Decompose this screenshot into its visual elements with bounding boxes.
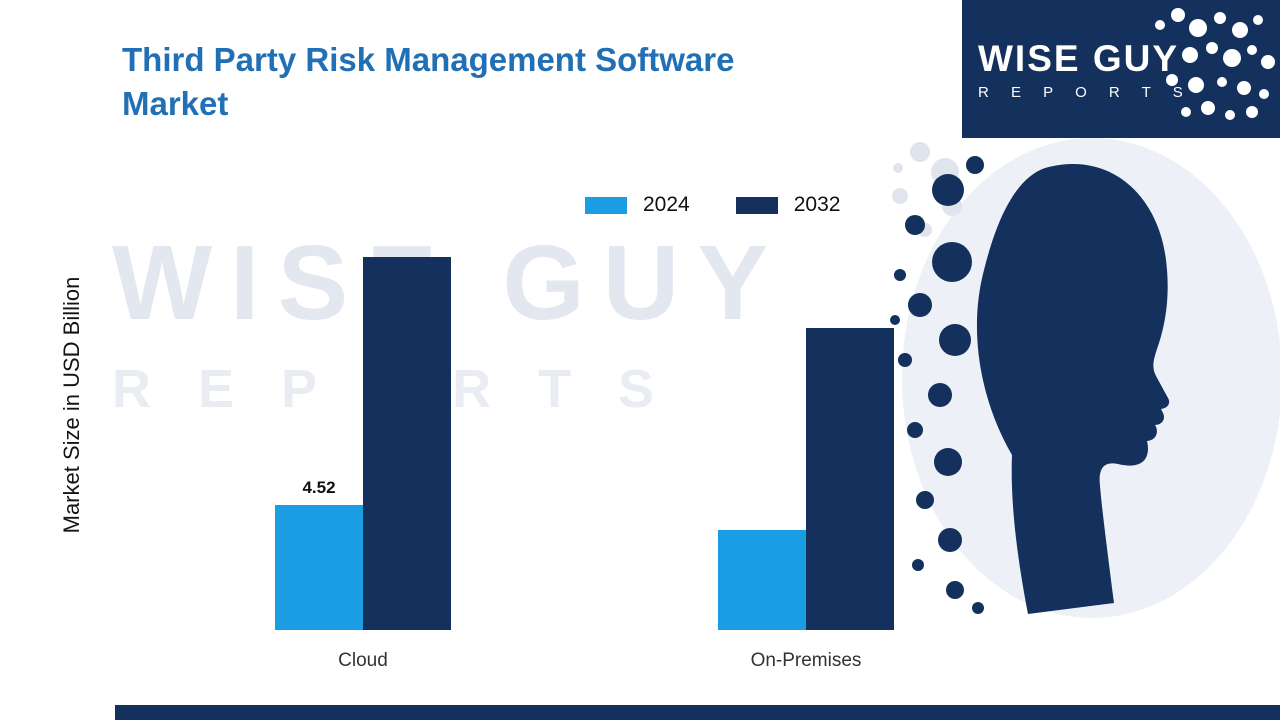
bar-cloud-2032: [363, 256, 451, 630]
head-profile-icon: [976, 164, 1170, 614]
chart-title: Third Party Risk Management Software Mar…: [122, 41, 735, 122]
category-label-cloud: Cloud: [338, 650, 388, 671]
bar-group-on-premises: On-Premises: [718, 215, 894, 671]
y-axis-label: Market Size in USD Billion: [59, 276, 84, 534]
bar-cloud-2024: 4.52: [275, 478, 363, 630]
legend-label-2032: 2032: [793, 193, 841, 216]
legend-swatch-2024: [585, 196, 627, 214]
navy-dots: [890, 156, 984, 614]
legend-item-2032: 2032: [735, 193, 841, 217]
brand-logo-subtitle: R E P O R T S: [978, 84, 1192, 101]
chart-legend: 2024 2032: [585, 193, 840, 217]
brand-logo-name: WISE GUY: [978, 38, 1180, 79]
legend-item-2024: 2024: [585, 193, 690, 217]
bar-on-premises-2032: [806, 328, 894, 630]
footer-accent-bar: [115, 705, 1280, 720]
bar-value-label-cloud-2024: 4.52: [302, 477, 336, 497]
bar-group-cloud: 4.52 Cloud: [275, 215, 451, 671]
legend-label-2024: 2024: [643, 193, 690, 216]
brand-logo: WISE GUY R E P O R T S: [978, 40, 1192, 101]
category-label-on-premises: On-Premises: [750, 650, 862, 671]
decorative-head-graphic: [890, 0, 1280, 618]
bar-chart: 4.52 Cloud On-Premises: [120, 215, 950, 671]
bar-on-premises-2024: [718, 530, 806, 630]
legend-swatch-2032: [735, 196, 778, 214]
logo-head-dots: [1155, 8, 1275, 120]
